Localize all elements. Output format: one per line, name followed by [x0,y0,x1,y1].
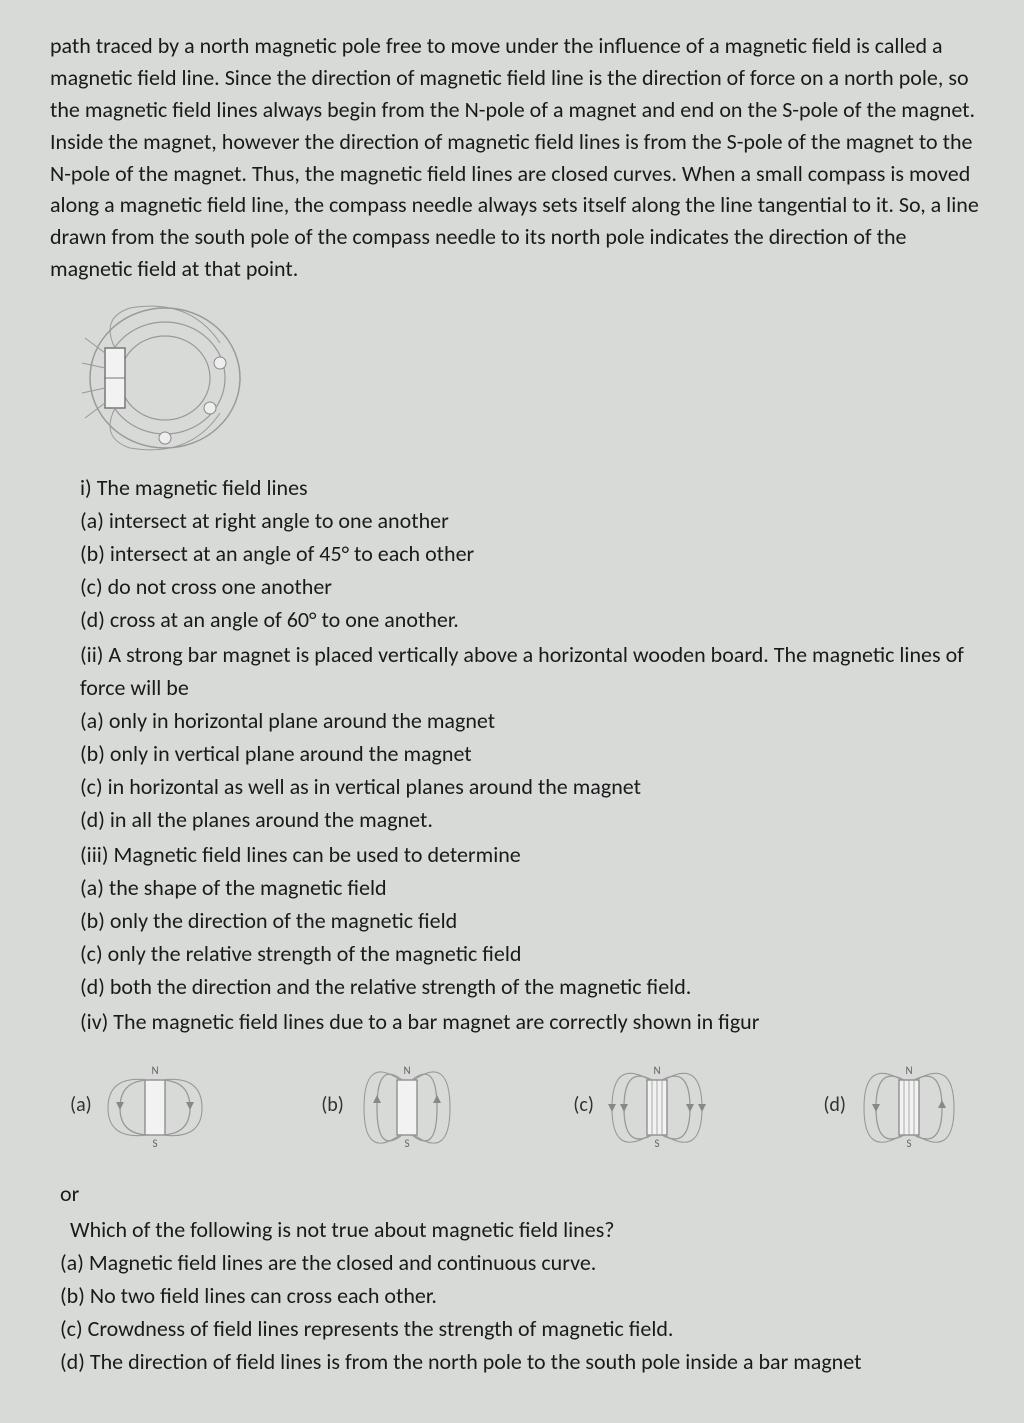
svg-text:S: S [654,1137,659,1150]
q1-option-a: (a) intersect at right angle to one anot… [80,504,984,537]
svg-text:N: N [653,1064,660,1077]
q4-figures-row: (a) N S (b) N S [70,1050,964,1160]
magnet-field-svg [70,293,250,463]
q1-option-b: (b) intersect at an angle of 45° to each… [80,537,984,570]
q5-option-b: (b) No two field lines can cross each ot… [60,1279,984,1312]
main-field-diagram [70,293,984,463]
svg-text:N: N [403,1064,410,1077]
or-separator: or [60,1180,984,1207]
magnet-diagram-a: N S [100,1050,210,1160]
q5-option-d: (d) The direction of field lines is from… [60,1345,984,1378]
q4-figure-b: (b) N S [321,1050,462,1160]
q4-label-b: (b) [321,1093,344,1117]
q3-option-c: (c) only the relative strength of the ma… [80,937,984,970]
question-1: i) The magnetic field lines (a) intersec… [50,471,984,636]
question-5: Which of the following is not true about… [50,1213,984,1378]
question-2: (ii) A strong bar magnet is placed verti… [50,638,984,836]
q1-option-c: (c) do not cross one another [80,570,984,603]
q3-option-d: (d) both the direction and the relative … [80,970,984,1003]
q5-option-c: (c) Crowdness of field lines represents … [60,1312,984,1345]
svg-text:S: S [404,1137,409,1150]
svg-text:N: N [905,1064,912,1077]
q1-stem: i) The magnetic field lines [80,471,984,504]
svg-text:S: S [906,1137,911,1150]
q5-stem: Which of the following is not true about… [70,1213,984,1246]
passage-text: path traced by a north magnetic pole fre… [50,30,984,285]
q2-option-a: (a) only in horizontal plane around the … [80,704,984,737]
q2-stem: (ii) A strong bar magnet is placed verti… [80,638,984,704]
q3-option-b: (b) only the direction of the magnetic f… [80,904,984,937]
question-4: (iv) The magnetic field lines due to a b… [50,1005,984,1038]
q2-option-d: (d) in all the planes around the magnet. [80,803,984,836]
q4-label-d: (d) [823,1093,846,1117]
q4-figure-d: (d) N S [823,1050,964,1160]
magnet-diagram-b: N S [352,1050,462,1160]
q4-figure-a: (a) N S [70,1050,210,1160]
q4-stem: (iv) The magnetic field lines due to a b… [80,1005,984,1038]
q5-option-a: (a) Magnetic field lines are the closed … [60,1246,984,1279]
magnet-diagram-d: N S [854,1050,964,1160]
svg-text:N: N [151,1064,158,1077]
q2-option-c: (c) in horizontal as well as in vertical… [80,770,984,803]
question-3: (iii) Magnetic field lines can be used t… [50,838,984,1003]
q4-figure-c: (c) N S [573,1050,712,1160]
q3-option-a: (a) the shape of the magnetic field [80,871,984,904]
magnet-diagram-c: N S [602,1050,712,1160]
q1-option-d: (d) cross at an angle of 60° to one anot… [80,603,984,636]
q2-option-b: (b) only in vertical plane around the ma… [80,737,984,770]
q4-label-a: (a) [70,1093,92,1117]
svg-text:S: S [152,1137,157,1150]
q4-label-c: (c) [573,1093,594,1117]
q3-stem: (iii) Magnetic field lines can be used t… [80,838,984,871]
